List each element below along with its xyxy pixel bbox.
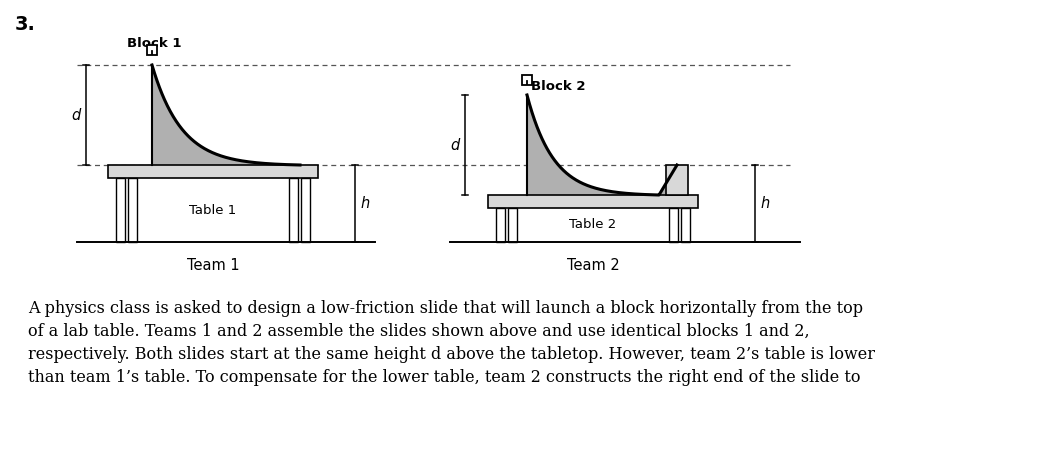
Polygon shape (527, 95, 677, 195)
Text: A physics class is asked to design a low-friction slide that will launch a block: A physics class is asked to design a low… (28, 300, 863, 317)
Bar (681, 208, 690, 242)
Text: 3.: 3. (15, 15, 35, 34)
Text: Block 2: Block 2 (531, 80, 585, 93)
Bar (301, 178, 310, 242)
Bar (666, 165, 688, 195)
Text: d: d (451, 138, 460, 153)
Text: than team 1’s table. To compensate for the lower table, team 2 constructs the ri: than team 1’s table. To compensate for t… (28, 369, 861, 386)
Bar (508, 208, 517, 242)
Bar (108, 165, 318, 178)
Text: d: d (72, 107, 81, 122)
Polygon shape (152, 65, 300, 165)
Text: Block 1: Block 1 (127, 37, 181, 50)
Bar (289, 178, 298, 242)
Bar (116, 178, 125, 242)
Text: Team 2: Team 2 (566, 258, 619, 273)
Bar (522, 75, 532, 85)
Text: Table 2: Table 2 (569, 219, 616, 232)
Bar (669, 208, 678, 242)
Text: of a lab table. Teams 1 and 2 assemble the slides shown above and use identical : of a lab table. Teams 1 and 2 assemble t… (28, 323, 810, 340)
Bar (488, 195, 699, 208)
Text: Team 1: Team 1 (186, 258, 239, 273)
Text: h: h (760, 196, 769, 211)
Text: Table 1: Table 1 (189, 203, 236, 217)
Text: respectively. Both slides start at the same height d above the tabletop. However: respectively. Both slides start at the s… (28, 346, 875, 363)
Bar (496, 208, 505, 242)
Bar (147, 45, 157, 55)
Bar (128, 178, 137, 242)
Text: h: h (360, 196, 370, 211)
